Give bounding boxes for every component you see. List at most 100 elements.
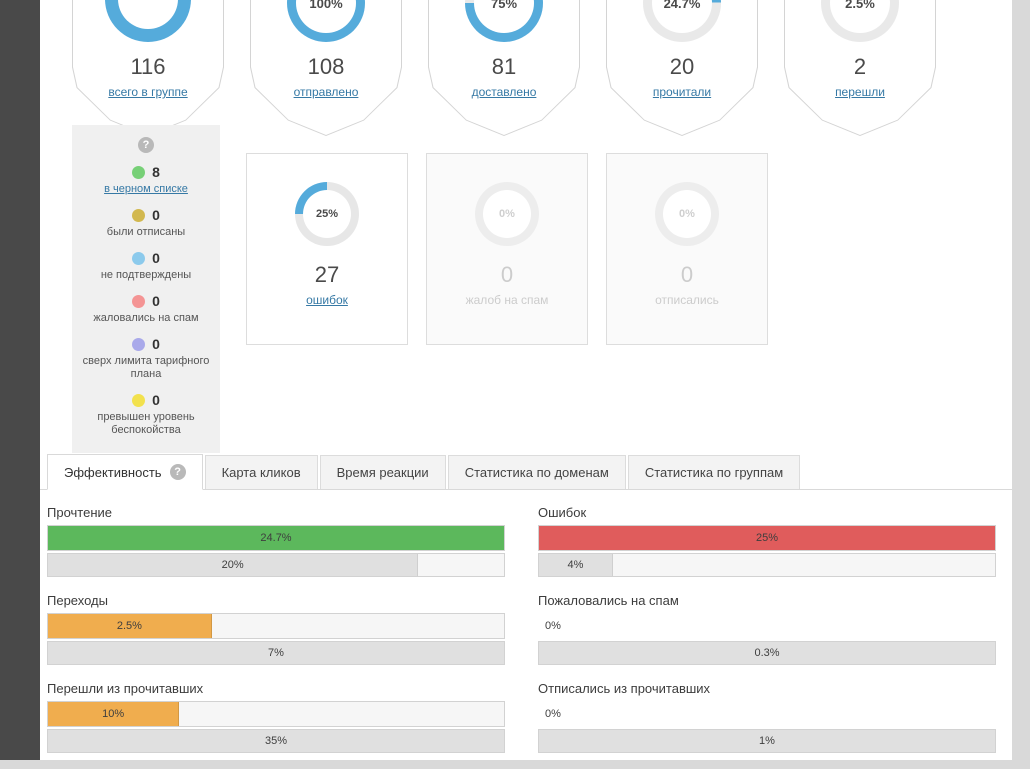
legend-value-row: 0 bbox=[78, 207, 214, 223]
metric-link[interactable]: отправлено bbox=[293, 85, 359, 99]
chart-title: Перешли из прочитавших bbox=[47, 681, 204, 696]
legend-items: 8 в черном списке 0 были отписаны 0 не п… bbox=[78, 164, 214, 437]
value-bar-label: 0% bbox=[545, 620, 561, 632]
legend-label: были отписаны bbox=[106, 226, 186, 238]
value-bar: 2.5% bbox=[47, 613, 505, 639]
average-bar-fill bbox=[48, 730, 504, 752]
tab[interactable]: Статистика по доменам bbox=[447, 455, 626, 489]
stat-donut-hole: 25% bbox=[303, 190, 351, 238]
donut-hole: 100% bbox=[296, 0, 356, 33]
donut-chart bbox=[105, 0, 191, 42]
subscribers-legend-panel: ? 8 в черном списке 0 были отписаны 0 не… bbox=[72, 125, 220, 453]
stat-donut-chart: 0% bbox=[655, 182, 719, 246]
average-bar: 4% bbox=[538, 553, 996, 577]
stat-card: 0% 0 отписались bbox=[606, 153, 768, 345]
legend-color-dot bbox=[132, 165, 146, 179]
legend-color-dot bbox=[132, 208, 146, 222]
funnel-card: 75% 81 доставлено bbox=[428, 0, 580, 136]
value-bar: 25% bbox=[538, 525, 996, 551]
metric-value: 81 bbox=[491, 54, 517, 79]
tab[interactable]: Статистика по группам bbox=[627, 455, 801, 489]
legend-value-row: 0 bbox=[78, 336, 214, 352]
funnel-card-inner: 116 всего в группе bbox=[72, 0, 224, 136]
donut-percent-label: 100% bbox=[309, 0, 343, 11]
legend-value: 0 bbox=[152, 336, 160, 352]
tab-label: Статистика по доменам bbox=[464, 465, 609, 480]
metric-value: 2 bbox=[853, 54, 867, 79]
tab-label: Статистика по группам bbox=[644, 465, 784, 480]
funnel-cards: 116 всего в группе 100% 108 отправлено 7… bbox=[72, 0, 936, 136]
donut-chart: 75% bbox=[465, 0, 543, 42]
average-bar-label: 0.3% bbox=[754, 647, 780, 659]
metric-value: 116 bbox=[130, 54, 166, 79]
legend-value-row: 0 bbox=[78, 293, 214, 309]
donut-chart: 100% bbox=[287, 0, 365, 42]
chart-title: Отписались из прочитавших bbox=[538, 681, 711, 696]
tab[interactable]: Время реакции bbox=[319, 455, 446, 489]
average-bar: 35% bbox=[47, 729, 505, 753]
tab-bar: Эффективность ? Карта кликов Время реакц… bbox=[40, 454, 1012, 490]
funnel-card-inner: 2.5% 2 перешли bbox=[784, 0, 936, 136]
tab[interactable]: Эффективность ? bbox=[47, 454, 203, 490]
value-bar-label: 10% bbox=[102, 708, 125, 720]
average-bar-fill bbox=[539, 554, 613, 576]
value-bar: 24.7% bbox=[47, 525, 505, 551]
stat-value: 0 bbox=[500, 262, 514, 287]
donut-chart: 2.5% bbox=[821, 0, 899, 42]
stat-cards: 25% 27 ошибок 0% 0 жалоб на спам 0% 0 от… bbox=[246, 153, 768, 345]
value-bar-fill bbox=[48, 614, 212, 638]
stat-donut-hole: 0% bbox=[483, 190, 531, 238]
tab-help-icon[interactable]: ? bbox=[169, 464, 186, 480]
chart-title: Прочтение bbox=[47, 505, 112, 520]
legend-item: 0 жаловались на спам bbox=[78, 293, 214, 325]
legend-color-dot bbox=[132, 393, 146, 407]
chart-group: Пожаловались на спам 0% 0.3% bbox=[538, 593, 996, 665]
tab[interactable]: Карта кликов bbox=[204, 455, 318, 489]
chart-title: Переходы bbox=[47, 593, 108, 608]
legend-value: 0 bbox=[152, 293, 160, 309]
donut-hole: 75% bbox=[474, 0, 534, 33]
stat-percent-label: 25% bbox=[315, 208, 339, 220]
funnel-card-inner: 100% 108 отправлено bbox=[250, 0, 402, 136]
average-bar-label: 20% bbox=[221, 559, 244, 571]
stat-label[interactable]: ошибок bbox=[306, 293, 348, 307]
value-bar: 0% bbox=[538, 613, 996, 639]
average-bar-label: 1% bbox=[759, 735, 775, 747]
value-bar-label: 2.5% bbox=[116, 620, 142, 632]
value-bar: 10% bbox=[47, 701, 505, 727]
legend-label[interactable]: в черном списке bbox=[104, 183, 188, 195]
metric-link[interactable]: прочитали bbox=[652, 85, 712, 99]
value-bar: 0% bbox=[538, 701, 996, 727]
value-bar-label: 0% bbox=[545, 708, 561, 720]
funnel-card-inner: 24.7% 20 прочитали bbox=[606, 0, 758, 136]
legend-color-dot bbox=[132, 294, 146, 308]
legend-label: сверх лимита тарифного плана bbox=[82, 355, 210, 380]
metric-link[interactable]: всего в группе bbox=[108, 85, 188, 99]
left-sidebar-strip bbox=[0, 0, 40, 760]
average-bar-label: 35% bbox=[264, 735, 288, 747]
charts-right-column: Ошибок 25% 4% Пожаловались на спам 0% 0.… bbox=[538, 505, 996, 769]
donut-hole: 24.7% bbox=[652, 0, 712, 33]
metric-link[interactable]: перешли bbox=[835, 85, 885, 99]
funnel-card: 100% 108 отправлено bbox=[250, 0, 402, 136]
value-bar-fill bbox=[48, 702, 180, 726]
chart-group: Перешли из прочитавших 10% 35% bbox=[47, 681, 505, 753]
stat-value: 27 bbox=[314, 262, 340, 287]
value-bar-label: 25% bbox=[755, 532, 779, 544]
legend-value-row: 8 bbox=[78, 164, 214, 180]
legend-color-dot bbox=[132, 337, 146, 351]
help-icon[interactable]: ? bbox=[138, 137, 154, 153]
donut-percent-label: 24.7% bbox=[663, 0, 701, 11]
legend-item: 0 были отписаны bbox=[78, 207, 214, 239]
funnel-card: 2.5% 2 перешли bbox=[784, 0, 936, 136]
metric-link[interactable]: доставлено bbox=[471, 85, 537, 99]
average-bar-fill bbox=[48, 554, 419, 576]
donut-chart: 24.7% bbox=[643, 0, 721, 42]
chart-group: Ошибок 25% 4% bbox=[538, 505, 996, 577]
donut-percent-label: 2.5% bbox=[845, 0, 875, 11]
legend-value: 0 bbox=[152, 207, 160, 223]
average-bar: 0.3% bbox=[538, 641, 996, 665]
stat-value: 0 bbox=[680, 262, 694, 287]
stat-percent-label: 0% bbox=[679, 208, 695, 220]
